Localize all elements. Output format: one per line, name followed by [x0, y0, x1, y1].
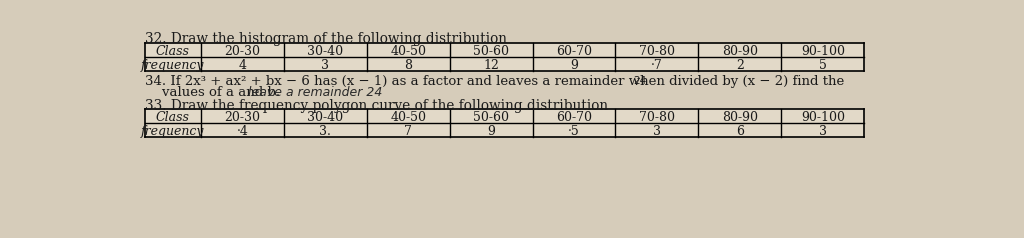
Text: 2: 2: [736, 59, 743, 72]
Bar: [145, 109, 864, 137]
Text: frequency: frequency: [141, 59, 205, 72]
Text: 7: 7: [404, 125, 412, 138]
Text: 3: 3: [819, 125, 826, 138]
Text: 60-70: 60-70: [556, 45, 592, 58]
Text: 3: 3: [653, 125, 660, 138]
Text: 20-30: 20-30: [224, 45, 260, 58]
Text: 30-40: 30-40: [307, 45, 343, 58]
Text: 90-100: 90-100: [801, 111, 845, 124]
Text: values of a and b.: values of a and b.: [145, 86, 281, 99]
Text: 30-40: 30-40: [307, 111, 343, 124]
Text: 3: 3: [322, 59, 330, 72]
Text: Class: Class: [156, 111, 189, 124]
Text: 40-50: 40-50: [390, 111, 426, 124]
Text: 9: 9: [570, 59, 578, 72]
Text: 5: 5: [819, 59, 826, 72]
Text: leave a remainder 24: leave a remainder 24: [248, 86, 383, 99]
Text: ·4: ·4: [237, 125, 248, 138]
Text: 6: 6: [736, 125, 743, 138]
Text: 70-80: 70-80: [639, 45, 675, 58]
Text: ·5: ·5: [568, 125, 580, 138]
Text: 12: 12: [483, 59, 499, 72]
Text: 80-90: 80-90: [722, 45, 758, 58]
Text: 50-60: 50-60: [473, 111, 509, 124]
Text: ·7: ·7: [651, 59, 663, 72]
Text: 90-100: 90-100: [801, 45, 845, 58]
Text: 60-70: 60-70: [556, 111, 592, 124]
Text: 20-30: 20-30: [224, 111, 260, 124]
Text: 4: 4: [239, 59, 247, 72]
Text: 40-50: 40-50: [390, 45, 426, 58]
Text: 70-80: 70-80: [639, 111, 675, 124]
Text: 80-90: 80-90: [722, 111, 758, 124]
Text: 32. Draw the histogram of the following distribution: 32. Draw the histogram of the following …: [145, 32, 507, 46]
Bar: [145, 43, 864, 71]
Text: 9: 9: [487, 125, 495, 138]
Text: 34. If 2x³ + ax² + bx − 6 has (x − 1) as a factor and leaves a remainder when di: 34. If 2x³ + ax² + bx − 6 has (x − 1) as…: [145, 75, 845, 88]
Text: Class: Class: [156, 45, 189, 58]
Text: 24: 24: [633, 76, 646, 86]
Text: frequency: frequency: [141, 125, 205, 138]
Text: 33. Draw the frequency polygon curve of the following distribution: 33. Draw the frequency polygon curve of …: [145, 99, 608, 113]
Text: 50-60: 50-60: [473, 45, 509, 58]
Text: 3.: 3.: [319, 125, 331, 138]
Text: 8: 8: [404, 59, 413, 72]
